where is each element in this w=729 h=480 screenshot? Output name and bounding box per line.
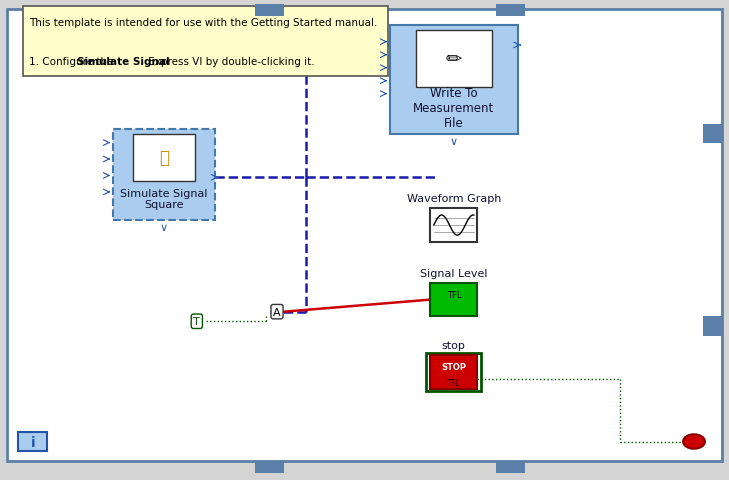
Text: i: i (31, 434, 35, 449)
FancyBboxPatch shape (113, 130, 215, 221)
Text: ∨: ∨ (160, 223, 168, 233)
Text: STOP: STOP (441, 362, 467, 372)
Text: Simulate Signal
Square: Simulate Signal Square (120, 189, 208, 210)
Text: Write To
Measurement
File: Write To Measurement File (413, 86, 494, 130)
Bar (496, 461, 525, 473)
Text: ✏: ✏ (445, 50, 462, 69)
FancyBboxPatch shape (18, 432, 47, 451)
Text: T: T (193, 317, 200, 326)
Text: ∨: ∨ (450, 137, 458, 146)
Text: 1. Configure the: 1. Configure the (29, 57, 117, 67)
Text: Simulate Signal: Simulate Signal (77, 57, 170, 67)
Text: 〜: 〜 (159, 149, 169, 167)
Bar (255, 5, 284, 17)
Circle shape (683, 434, 705, 449)
Bar (703, 125, 722, 144)
FancyBboxPatch shape (430, 283, 477, 317)
Bar (496, 5, 525, 17)
Text: stop: stop (442, 340, 466, 350)
FancyBboxPatch shape (416, 31, 492, 87)
Text: TFL: TFL (447, 290, 461, 300)
FancyBboxPatch shape (430, 209, 477, 242)
Text: A: A (273, 307, 281, 317)
Text: Express VI by double-clicking it.: Express VI by double-clicking it. (145, 57, 315, 67)
Text: Signal Level: Signal Level (420, 268, 488, 278)
Bar (255, 461, 284, 473)
Text: TFL: TFL (447, 378, 461, 387)
FancyBboxPatch shape (133, 134, 195, 182)
Text: This template is intended for use with the Getting Started manual.: This template is intended for use with t… (29, 18, 378, 28)
FancyBboxPatch shape (390, 26, 518, 134)
Text: Waveform Graph: Waveform Graph (407, 194, 501, 204)
FancyBboxPatch shape (23, 7, 388, 77)
FancyBboxPatch shape (430, 355, 477, 389)
Bar (703, 317, 722, 336)
